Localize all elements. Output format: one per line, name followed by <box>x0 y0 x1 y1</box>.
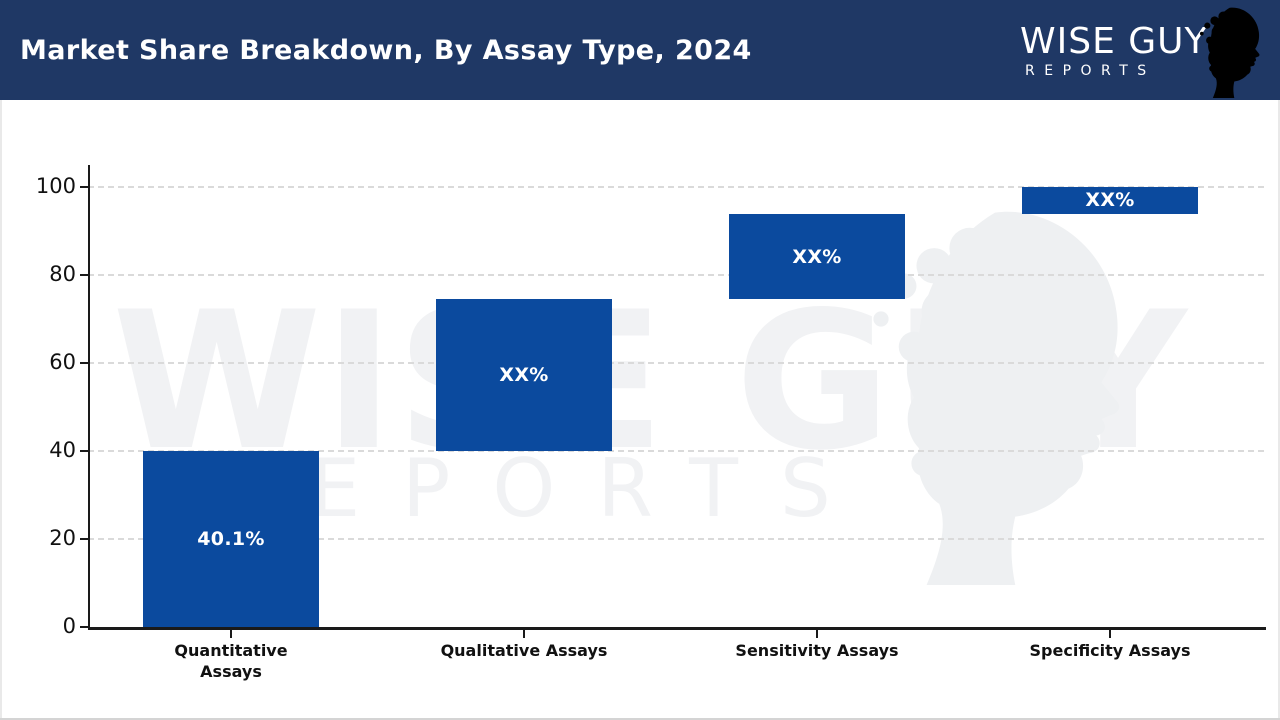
right-edge-line <box>1278 100 1280 720</box>
header-bar: Market Share Breakdown, By Assay Type, 2… <box>0 0 1280 100</box>
y-tick-mark <box>80 626 88 628</box>
logo-text: WISE GUY REPORTS <box>1020 21 1208 79</box>
wiseguy-logo: WISE GUY REPORTS <box>1020 2 1270 98</box>
watermark-face-icon <box>873 211 1120 585</box>
gridline-y-40 <box>88 450 1264 452</box>
y-tick-mark <box>80 538 88 540</box>
x-tick-mark <box>1109 630 1111 638</box>
logo-wordmark: WISE GUY <box>1020 21 1208 62</box>
y-tick-label: 20 <box>49 526 76 550</box>
bar-value-label: 40.1% <box>197 527 265 550</box>
bar-quantitative-assays: 40.1% <box>143 450 319 627</box>
page-title: Market Share Breakdown, By Assay Type, 2… <box>20 34 752 66</box>
y-tick-mark <box>80 362 88 364</box>
bottom-edge-line <box>0 718 1280 720</box>
x-tick-label: Specificity Assays <box>1029 641 1191 660</box>
face-profile-icon <box>1199 7 1260 98</box>
y-tick-mark <box>80 274 88 276</box>
bar-qualitative-assays: XX% <box>436 299 612 451</box>
y-tick-mark <box>80 186 88 188</box>
logo-subtitle: REPORTS <box>1025 63 1156 79</box>
x-tick-mark <box>523 630 525 638</box>
y-tick-mark <box>80 450 88 452</box>
gridline-y-100 <box>88 186 1264 188</box>
y-tick-label: 60 <box>49 350 76 374</box>
x-tick-label: Sensitivity Assays <box>735 641 899 660</box>
y-axis-line <box>88 165 90 630</box>
y-tick-label: 40 <box>49 438 76 462</box>
x-tick-label: Qualitative Assays <box>440 641 608 660</box>
bar-sensitivity-assays: XX% <box>729 213 905 300</box>
x-tick-mark <box>230 630 232 638</box>
y-tick-label: 80 <box>49 262 76 286</box>
x-tick-mark <box>816 630 818 638</box>
x-axis-line <box>88 627 1266 630</box>
bar-value-label: XX% <box>499 363 549 386</box>
bar-value-label: XX% <box>1085 189 1135 212</box>
x-tick-label: Quantitative Assays <box>174 641 288 681</box>
left-edge-line <box>0 100 2 720</box>
y-tick-label: 0 <box>62 614 76 638</box>
gridline-y-60 <box>88 362 1264 364</box>
gridline-y-80 <box>88 274 1264 276</box>
y-tick-label: 100 <box>35 174 76 198</box>
gridline-y-20 <box>88 538 1264 540</box>
bar-specificity-assays: XX% <box>1022 187 1198 214</box>
bar-value-label: XX% <box>792 245 842 268</box>
